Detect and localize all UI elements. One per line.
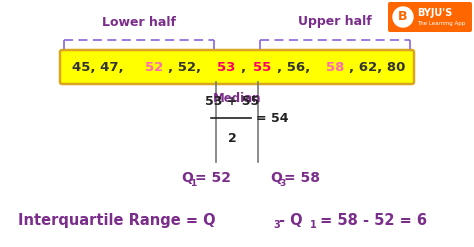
FancyBboxPatch shape (60, 50, 414, 84)
Text: 52: 52 (145, 61, 163, 74)
Circle shape (393, 7, 413, 27)
Text: 53: 53 (217, 61, 235, 74)
Text: 58: 58 (326, 61, 344, 74)
FancyBboxPatch shape (388, 2, 472, 32)
Text: Q: Q (181, 171, 193, 185)
Text: , 56,: , 56, (277, 61, 315, 74)
Text: 1: 1 (190, 179, 196, 187)
Text: - Q: - Q (279, 212, 302, 227)
Text: 53 + 55: 53 + 55 (205, 95, 259, 108)
Text: = 58 - 52 = 6: = 58 - 52 = 6 (316, 212, 428, 227)
Text: 3: 3 (273, 220, 280, 230)
Text: = 54: = 54 (256, 111, 289, 124)
Text: B: B (398, 11, 408, 23)
Text: Upper half: Upper half (298, 16, 372, 28)
Text: BYJU'S: BYJU'S (417, 8, 452, 18)
Text: 3: 3 (279, 179, 285, 187)
Text: ,: , (240, 61, 250, 74)
Text: 2: 2 (228, 132, 237, 145)
Text: 45, 47,: 45, 47, (72, 61, 128, 74)
Text: 55: 55 (253, 61, 272, 74)
Text: , 52,: , 52, (168, 61, 206, 74)
Text: Interquartile Range = Q: Interquartile Range = Q (18, 212, 216, 227)
Text: Lower half: Lower half (102, 16, 176, 28)
Text: = 52: = 52 (195, 171, 231, 185)
Text: Median: Median (213, 92, 261, 105)
Text: , 62, 80: , 62, 80 (349, 61, 406, 74)
Text: The Learning App: The Learning App (417, 21, 465, 25)
Text: Q: Q (270, 171, 282, 185)
Text: 1: 1 (310, 220, 316, 230)
Text: = 58: = 58 (284, 171, 320, 185)
